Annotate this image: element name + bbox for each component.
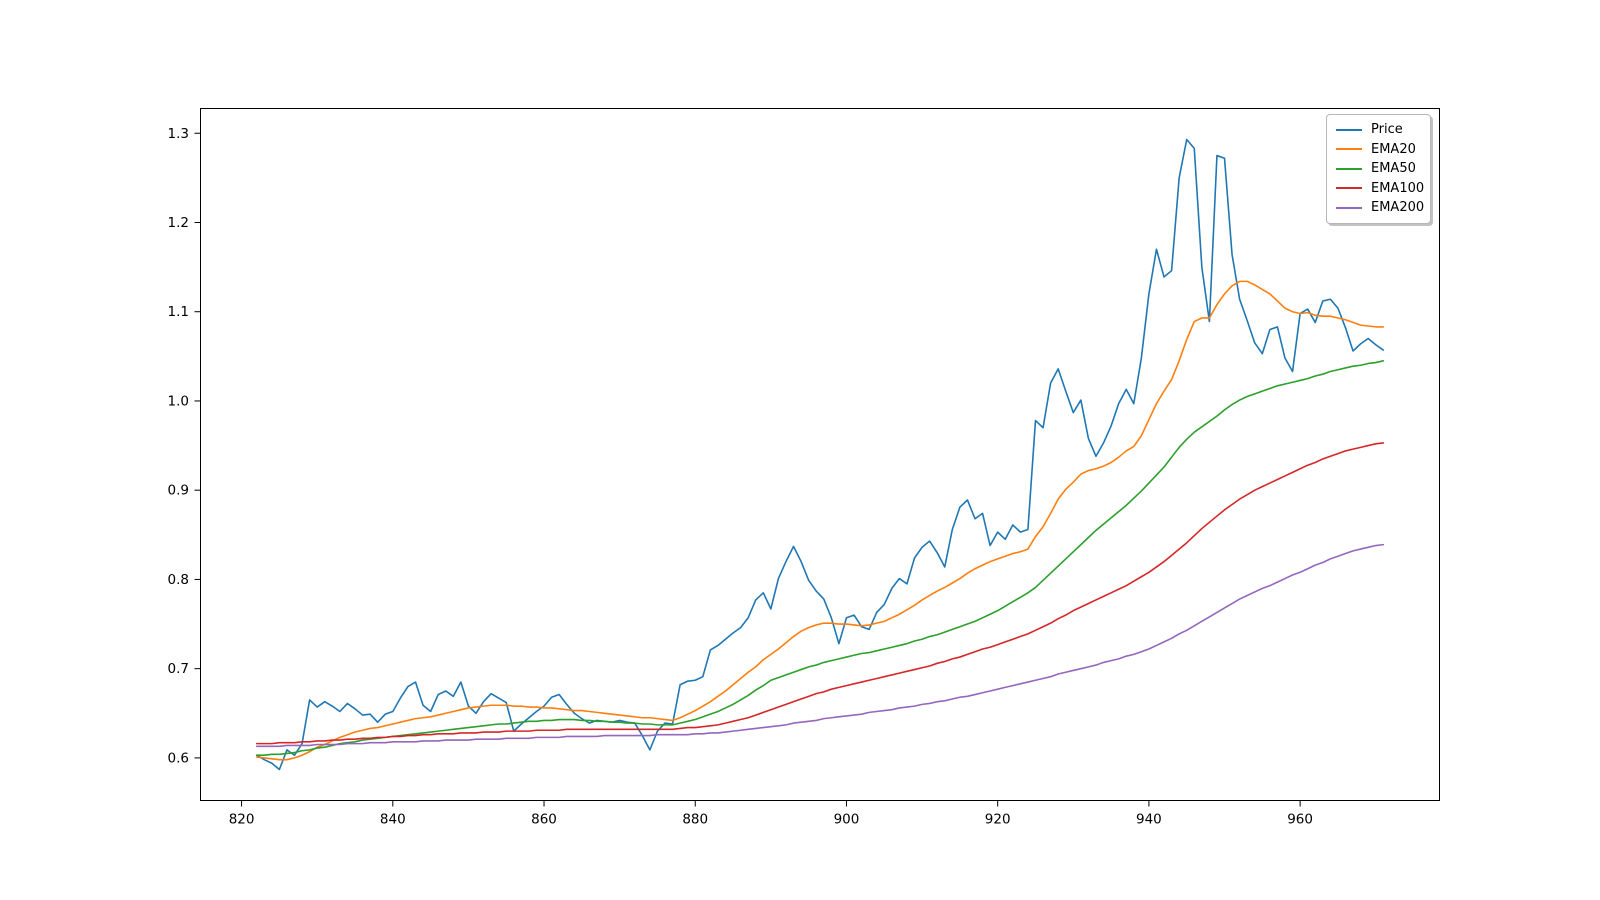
ema50-line-swatch — [1336, 167, 1362, 170]
y-tick-label: 0.8 — [168, 572, 189, 588]
x-tick-label: 880 — [682, 812, 708, 828]
y-tick-label: 1.2 — [168, 215, 189, 231]
legend-item-ema200: EMA200 — [1336, 198, 1424, 218]
legend-item-ema20: EMA20 — [1336, 140, 1418, 160]
ema20-line-swatch — [1336, 148, 1362, 151]
x-tick-label: 860 — [531, 812, 557, 828]
y-tick-label: 1.1 — [168, 304, 189, 320]
y-tick-label: 0.6 — [168, 750, 189, 766]
ema20-line — [255, 280, 1385, 761]
legend-label-ema100: EMA100 — [1371, 180, 1425, 196]
price-line — [255, 138, 1385, 771]
legend-item-ema50: EMA50 — [1336, 159, 1418, 179]
x-tick-label: 820 — [229, 812, 255, 828]
legend-label-price: Price — [1371, 122, 1403, 137]
legend-label-ema200: EMA200 — [1371, 200, 1425, 215]
legend-item-price: Price — [1336, 120, 1418, 140]
legend-item-ema100: EMA100 — [1336, 179, 1424, 199]
x-tick-label: 840 — [380, 812, 406, 828]
y-tick-label: 0.9 — [168, 483, 189, 499]
axes-frame — [200, 108, 1440, 801]
x-tick-label: 960 — [1287, 812, 1313, 828]
ema50-line — [255, 359, 1385, 757]
ema100-line — [255, 442, 1385, 745]
y-tick-label: 1.3 — [168, 126, 189, 142]
x-tick-label: 920 — [985, 812, 1011, 828]
ema200-line-swatch — [1336, 206, 1362, 209]
y-tick-label: 1.0 — [168, 393, 189, 409]
legend-label-ema20: EMA20 — [1371, 141, 1416, 157]
price-line-swatch — [1336, 128, 1362, 131]
ema100-line-swatch — [1336, 187, 1362, 190]
legend-label-ema50: EMA50 — [1371, 161, 1416, 176]
ema200-line — [255, 543, 1385, 748]
x-tick-label: 900 — [834, 812, 860, 828]
legend: Price EMA20 EMA50 EMA100 EMA200 — [1326, 114, 1431, 224]
x-tick-label: 940 — [1136, 812, 1162, 828]
y-tick-label: 0.7 — [168, 661, 189, 677]
